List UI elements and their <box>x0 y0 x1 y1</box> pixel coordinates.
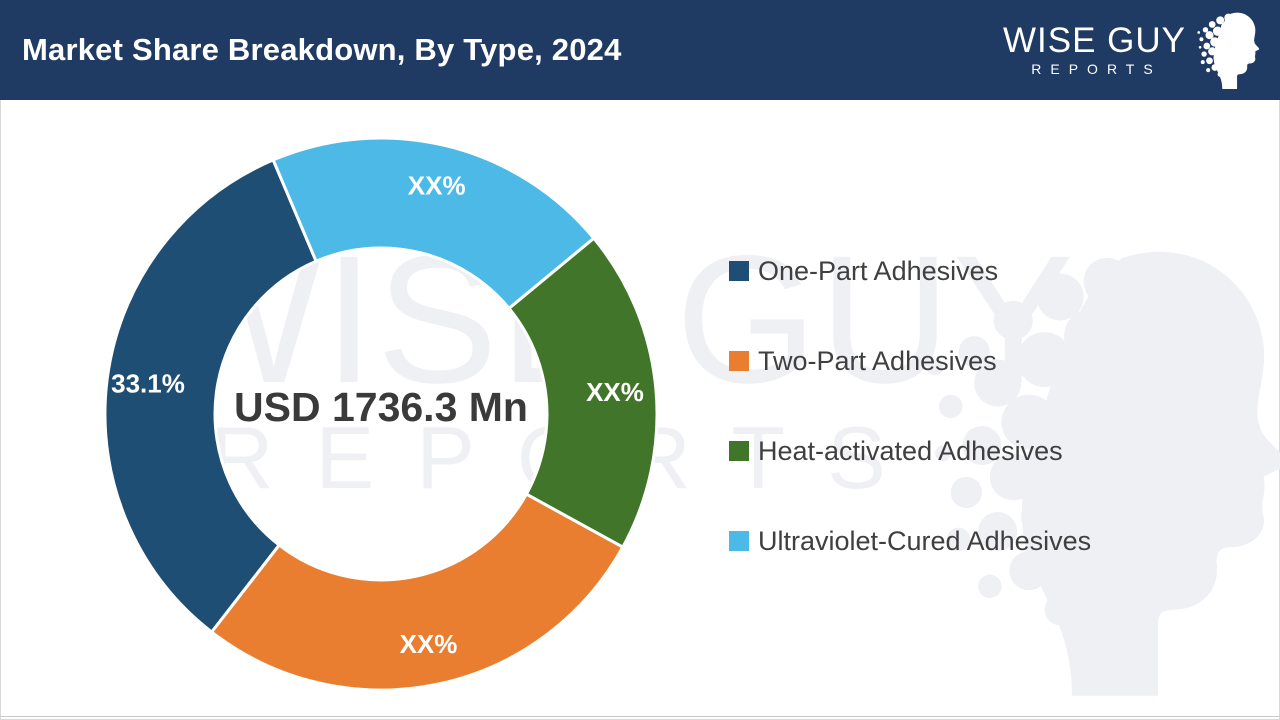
segment-share-label: XX% <box>400 629 458 659</box>
legend-label: Ultraviolet-Cured Adhesives <box>758 525 1092 556</box>
legend-swatch <box>729 441 749 461</box>
legend-label: Heat-activated Adhesives <box>758 435 1063 466</box>
footer-divider <box>0 716 1280 717</box>
brand-face-icon <box>1192 9 1266 91</box>
brand-subtitle: REPORTS <box>1031 61 1162 77</box>
legend-swatch <box>729 531 749 551</box>
brand-name: WISE GUY <box>1002 21 1186 60</box>
donut-segment-two-part-adhesives <box>210 492 625 692</box>
legend-label: One-Part Adhesives <box>758 255 999 286</box>
legend-item-heat-activated-adhesives: Heat-activated Adhesives <box>729 436 1063 466</box>
legend-item-one-part-adhesives: One-Part Adhesives <box>729 256 998 286</box>
page-title: Market Share Breakdown, By Type, 2024 <box>22 32 622 67</box>
legend-item-two-part-adhesives: Two-Part Adhesives <box>729 346 997 376</box>
legend-swatch <box>729 261 749 281</box>
header: Market Share Breakdown, By Type, 2024 WI… <box>0 0 1280 100</box>
center-value-label: USD 1736.3 Mn <box>234 384 528 430</box>
segment-share-label: 33.1% <box>111 369 185 399</box>
segment-share-label: XX% <box>408 171 466 201</box>
donut-segment-one-part-adhesives <box>103 158 318 634</box>
segment-share-label: XX% <box>586 377 644 407</box>
brand-logo-text: WISE GUY REPORTS <box>1002 21 1186 78</box>
legend-swatch <box>729 351 749 371</box>
legend-item-ultraviolet-cured-adhesives: Ultraviolet-Cured Adhesives <box>729 526 1091 556</box>
donut-segment-heat-activated-adhesives <box>507 236 659 549</box>
legend-label: Two-Part Adhesives <box>758 345 997 376</box>
donut-segment-ultraviolet-cured-adhesives <box>271 136 596 310</box>
brand-logo: WISE GUY REPORTS <box>1003 9 1266 91</box>
